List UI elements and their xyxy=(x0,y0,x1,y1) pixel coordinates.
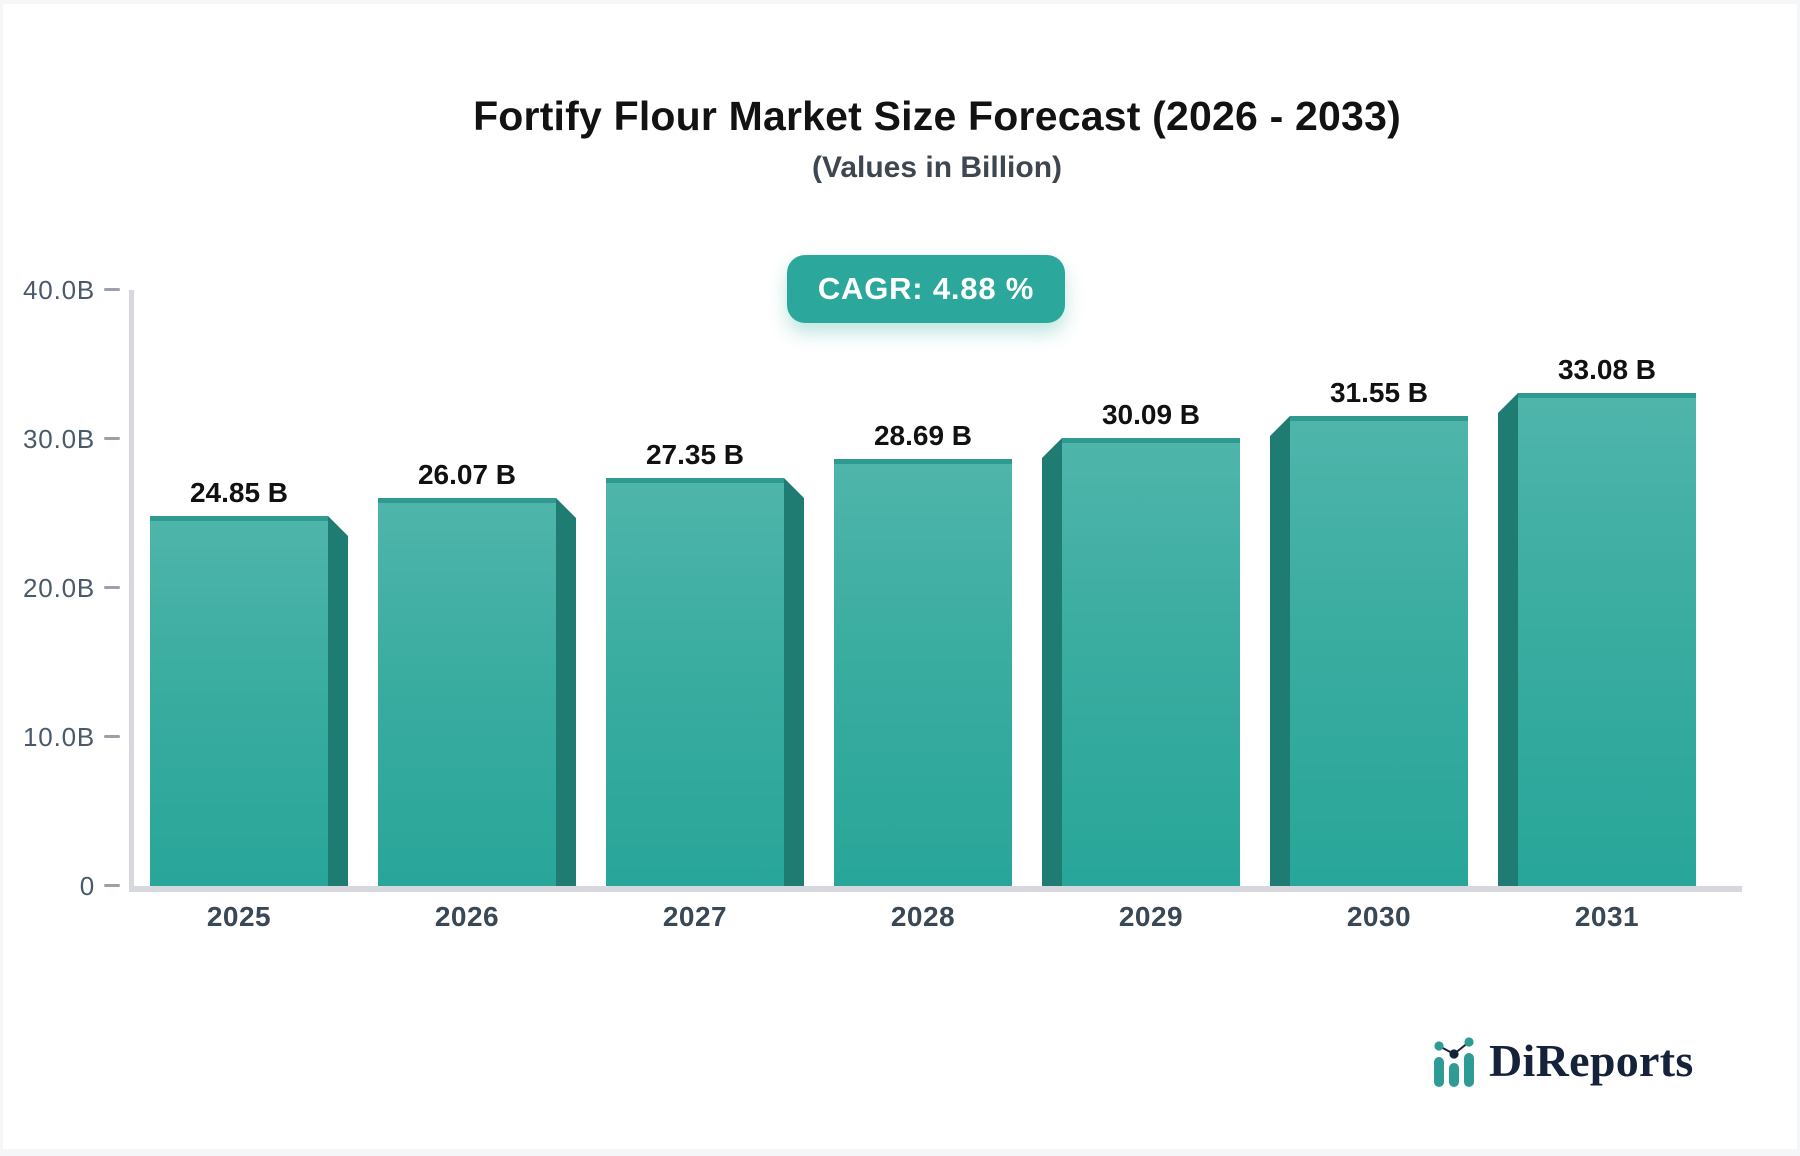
bar-3d-side xyxy=(1498,393,1518,886)
bar-2028 xyxy=(834,459,1012,886)
x-axis-line xyxy=(129,886,1742,892)
bar-value-label: 26.07 B xyxy=(417,459,517,490)
bar-2026 xyxy=(378,498,556,886)
x-axis-label: 2030 xyxy=(1346,901,1412,932)
bar-value-label: 30.09 B xyxy=(1101,399,1201,430)
bar-2027 xyxy=(606,478,784,886)
brand-logo-text: DiReports xyxy=(1489,1035,1694,1086)
chart-title: Fortify Flour Market Size Forecast (2026… xyxy=(473,93,1401,139)
bar-3d-side xyxy=(784,478,804,886)
bar-value-label: 31.55 B xyxy=(1329,377,1429,408)
bar-3d-side xyxy=(1042,438,1062,886)
x-axis-label: 2027 xyxy=(662,901,728,932)
x-axis-label: 2025 xyxy=(206,901,272,932)
direports-logo-icon xyxy=(1434,1037,1474,1087)
bar-value-label: 33.08 B xyxy=(1557,354,1657,385)
bar-value-label: 27.35 B xyxy=(645,439,745,470)
x-axis-label: 2026 xyxy=(434,901,500,932)
bar-3d-side xyxy=(1270,416,1290,886)
cagr-badge: CAGR: 4.88 % xyxy=(787,255,1065,323)
bar-2029 xyxy=(1062,438,1240,886)
y-axis-tick-mark xyxy=(104,586,120,589)
brand-logo: DiReports xyxy=(1430,1030,1694,1092)
bar-3d-side xyxy=(556,498,576,886)
x-axis-label: 2031 xyxy=(1574,901,1640,932)
y-axis-line xyxy=(129,290,134,886)
x-axis-label: 2028 xyxy=(890,901,956,932)
bar-value-label: 24.85 B xyxy=(189,477,289,508)
bar-2025 xyxy=(150,516,328,886)
bar-3d-side xyxy=(328,516,348,886)
y-axis-tick-label: 10.0B xyxy=(23,722,95,752)
y-axis-tick-label: 40.0B xyxy=(23,275,95,305)
y-axis-tick-label: 30.0B xyxy=(23,424,95,454)
bar-2030 xyxy=(1290,416,1468,886)
y-axis-tick-mark xyxy=(104,884,120,887)
y-axis-tick-mark xyxy=(104,735,120,738)
y-axis-tick-label: 20.0B xyxy=(23,573,95,603)
chart-subtitle: (Values in Billion) xyxy=(811,151,1063,184)
bar-value-label: 28.69 B xyxy=(873,420,973,451)
bar-2031 xyxy=(1518,393,1696,886)
y-axis-tick-label: 0 xyxy=(79,871,95,901)
x-axis-label: 2029 xyxy=(1118,901,1184,932)
y-axis-tick-mark xyxy=(104,288,120,291)
y-axis-tick-mark xyxy=(104,437,120,440)
